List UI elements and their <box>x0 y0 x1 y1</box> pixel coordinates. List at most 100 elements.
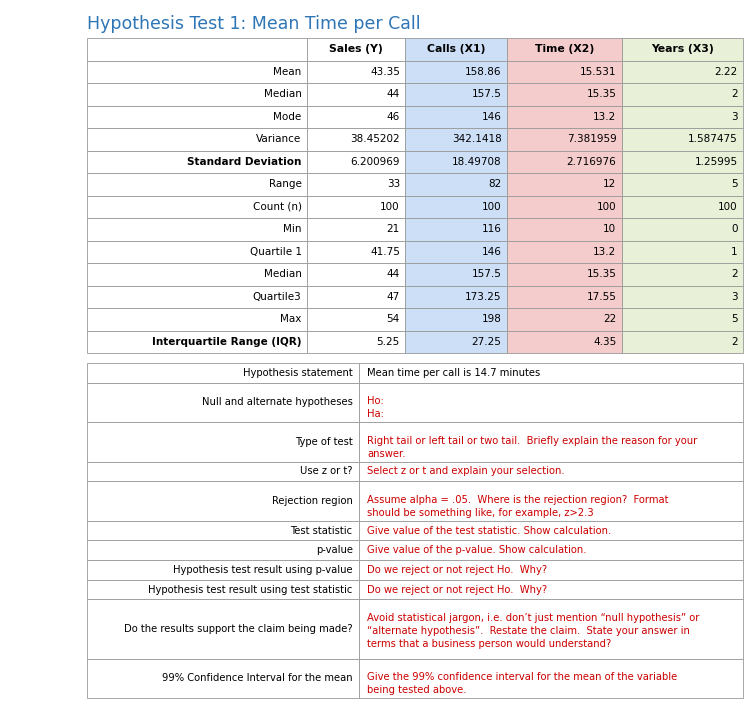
Text: Give value of the test statistic. Show calculation.: Give value of the test statistic. Show c… <box>367 526 612 536</box>
Text: 100: 100 <box>482 202 501 212</box>
Text: Avoid statistical jargon, i.e. don’t just mention “null hypothesis” or
“alternat: Avoid statistical jargon, i.e. don’t jus… <box>367 613 699 650</box>
Bar <box>307 218 405 240</box>
Bar <box>307 60 405 83</box>
Bar <box>307 38 405 60</box>
Bar <box>307 195 405 218</box>
Text: Mean: Mean <box>273 67 301 77</box>
Bar <box>405 60 507 83</box>
Bar <box>87 240 307 263</box>
Bar <box>621 263 743 285</box>
Bar <box>307 83 405 105</box>
Bar <box>359 521 743 541</box>
Bar <box>87 462 359 482</box>
Bar <box>307 285 405 308</box>
Text: 146: 146 <box>482 247 501 257</box>
Bar <box>405 83 507 105</box>
Text: 12: 12 <box>603 179 616 189</box>
Text: 157.5: 157.5 <box>472 269 501 279</box>
Bar <box>87 541 359 560</box>
Text: Mean time per call is 14.7 minutes: Mean time per call is 14.7 minutes <box>367 368 541 378</box>
Text: 173.25: 173.25 <box>465 292 501 302</box>
Text: Max: Max <box>280 314 301 324</box>
Bar <box>87 330 307 353</box>
Bar <box>87 580 359 600</box>
Text: Standard Deviation: Standard Deviation <box>187 157 301 167</box>
Text: 4.35: 4.35 <box>593 337 616 347</box>
Bar <box>87 150 307 173</box>
Bar <box>87 382 359 422</box>
Text: 13.2: 13.2 <box>593 112 616 122</box>
Text: 5: 5 <box>731 179 738 189</box>
Text: 82: 82 <box>488 179 501 189</box>
Bar <box>87 83 307 105</box>
Bar <box>405 218 507 240</box>
Bar <box>405 308 507 330</box>
Text: 198: 198 <box>482 314 501 324</box>
Text: Ho:
Ha:: Ho: Ha: <box>367 396 384 419</box>
Text: 2.716976: 2.716976 <box>567 157 616 167</box>
Text: Median: Median <box>263 89 301 99</box>
Text: 7.381959: 7.381959 <box>567 134 616 144</box>
Bar <box>87 195 307 218</box>
Bar <box>87 600 359 659</box>
Bar <box>621 83 743 105</box>
Bar <box>405 105 507 128</box>
Bar <box>507 308 621 330</box>
Bar <box>87 422 359 462</box>
Text: Hypothesis test result using test statistic: Hypothesis test result using test statis… <box>148 585 353 595</box>
Text: 5.25: 5.25 <box>377 337 400 347</box>
Bar <box>621 38 743 60</box>
Text: 6.200969: 6.200969 <box>350 157 400 167</box>
Text: 22: 22 <box>603 314 616 324</box>
Text: Variance: Variance <box>256 134 301 144</box>
Text: 157.5: 157.5 <box>472 89 501 99</box>
Bar <box>87 482 359 521</box>
Bar <box>405 128 507 150</box>
Bar <box>507 218 621 240</box>
Text: 44: 44 <box>387 269 400 279</box>
Text: Give the 99% confidence interval for the mean of the variable
being tested above: Give the 99% confidence interval for the… <box>367 672 677 695</box>
Text: Type of test: Type of test <box>295 437 353 447</box>
Text: Median: Median <box>263 269 301 279</box>
Text: Mode: Mode <box>273 112 301 122</box>
Bar <box>359 482 743 521</box>
Text: 38.45202: 38.45202 <box>350 134 400 144</box>
Bar <box>87 521 359 541</box>
Bar <box>307 240 405 263</box>
Text: 15.35: 15.35 <box>587 89 616 99</box>
Text: Give value of the p-value. Show calculation.: Give value of the p-value. Show calculat… <box>367 546 587 555</box>
Bar <box>621 60 743 83</box>
Bar <box>359 541 743 560</box>
Bar <box>507 285 621 308</box>
Bar <box>405 173 507 195</box>
Text: 33: 33 <box>387 179 400 189</box>
Bar <box>359 580 743 600</box>
Text: Hypothesis statement: Hypothesis statement <box>243 368 353 378</box>
Bar <box>507 173 621 195</box>
Text: Interquartile Range (IQR): Interquartile Range (IQR) <box>152 337 301 347</box>
Bar <box>359 600 743 659</box>
Bar <box>507 330 621 353</box>
Bar <box>87 285 307 308</box>
Text: 47: 47 <box>387 292 400 302</box>
Text: Count (n): Count (n) <box>252 202 301 212</box>
Text: Quartile 1: Quartile 1 <box>249 247 301 257</box>
Text: Hypothesis test result using p-value: Hypothesis test result using p-value <box>173 565 353 575</box>
Bar <box>87 308 307 330</box>
Bar <box>621 195 743 218</box>
Text: 146: 146 <box>482 112 501 122</box>
Text: 1.25995: 1.25995 <box>695 157 738 167</box>
Bar <box>621 308 743 330</box>
Text: 100: 100 <box>718 202 738 212</box>
Bar <box>507 263 621 285</box>
Bar <box>507 38 621 60</box>
Bar <box>359 462 743 482</box>
Text: Min: Min <box>283 224 301 234</box>
Text: 100: 100 <box>381 202 400 212</box>
Bar <box>507 60 621 83</box>
Text: Test statistic: Test statistic <box>291 526 353 536</box>
Bar <box>307 173 405 195</box>
Text: Range: Range <box>269 179 301 189</box>
Text: Do we reject or not reject Ho.  Why?: Do we reject or not reject Ho. Why? <box>367 565 547 575</box>
Bar <box>621 150 743 173</box>
